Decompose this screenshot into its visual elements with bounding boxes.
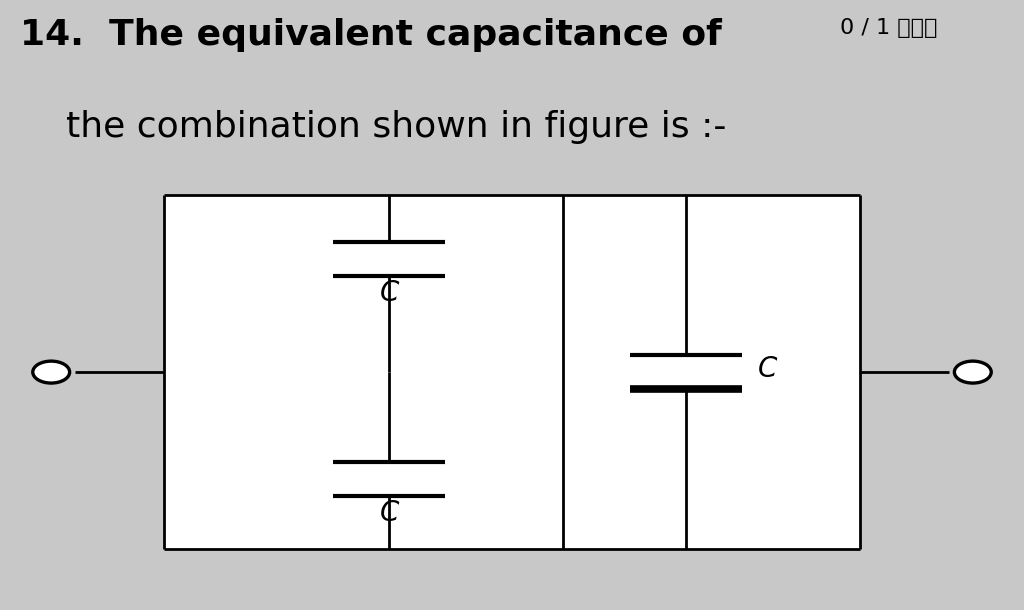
Text: C: C — [380, 499, 398, 527]
Text: 14.  The equivalent capacitance of: 14. The equivalent capacitance of — [20, 18, 722, 52]
Text: 0 / 1 अंव: 0 / 1 अंव — [840, 18, 937, 38]
Circle shape — [954, 361, 991, 383]
Bar — [164, 195, 860, 549]
Text: C: C — [758, 355, 777, 383]
Circle shape — [33, 361, 70, 383]
Text: the combination shown in figure is :-: the combination shown in figure is :- — [20, 110, 727, 144]
Text: C: C — [380, 279, 398, 307]
